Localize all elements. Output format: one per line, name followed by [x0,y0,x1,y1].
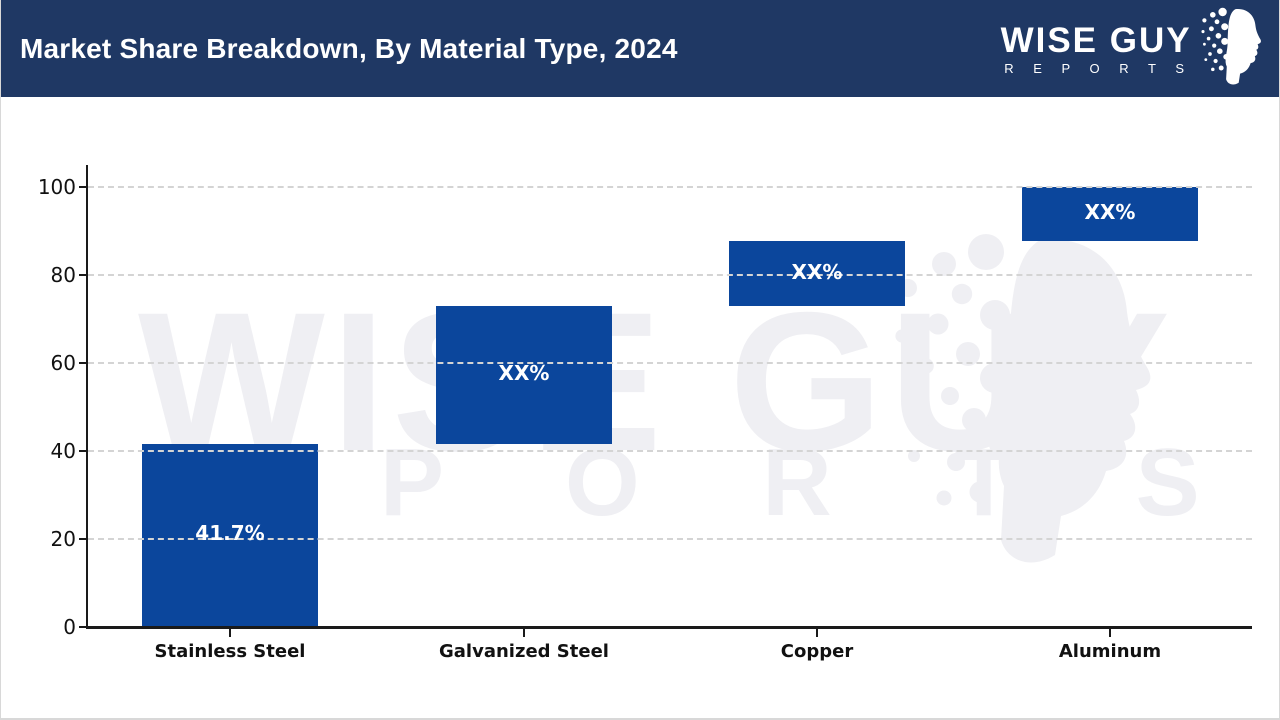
bar [436,306,612,444]
bar [1022,187,1198,242]
gridline [88,538,1252,540]
x-tick-label: Stainless Steel [154,641,306,662]
gridline [88,450,1252,452]
x-tick [816,629,818,637]
y-tick-label: 0 [63,615,76,639]
y-tick [79,362,88,364]
y-tick [79,626,88,628]
watermark-head-icon [872,222,1172,586]
logo-line2: R E P O R T S [1004,60,1192,76]
header-bar: Market Share Breakdown, By Material Type… [0,0,1280,97]
wiseguy-logo: WISE GUY R E P O R T S [1000,0,1266,97]
bar-value-label: XX% [1084,200,1136,225]
x-tick-label: Galvanized Steel [439,641,609,662]
logo-head-icon [1196,5,1266,93]
y-tick [79,274,88,276]
x-tick-label: Aluminum [1058,641,1162,662]
y-tick [79,450,88,452]
y-tick [79,186,88,188]
y-tick [79,538,88,540]
bar-value-label: XX% [498,360,550,385]
bar [729,241,905,307]
y-tick-label: 100 [37,175,76,199]
x-axis [86,626,1252,629]
y-tick-label: 40 [50,439,76,463]
bar-value-label: 41.7% [195,521,265,546]
bar-value-label: XX% [791,259,843,284]
x-tick [1109,629,1111,637]
y-tick-label: 20 [50,527,76,551]
bar [142,443,318,627]
x-tick [523,629,525,637]
logo-line1: WISE GUY [1000,20,1192,60]
y-tick-label: 80 [50,263,76,287]
gridline [88,274,1252,276]
y-tick-label: 60 [50,351,76,375]
y-axis [86,165,88,629]
gridline [88,186,1252,188]
gridline [88,362,1252,364]
x-tick-label: Copper [780,641,854,662]
x-tick [229,629,231,637]
page-title: Market Share Breakdown, By Material Type… [20,32,678,64]
logo-wordmark: WISE GUY R E P O R T S [1000,23,1192,75]
